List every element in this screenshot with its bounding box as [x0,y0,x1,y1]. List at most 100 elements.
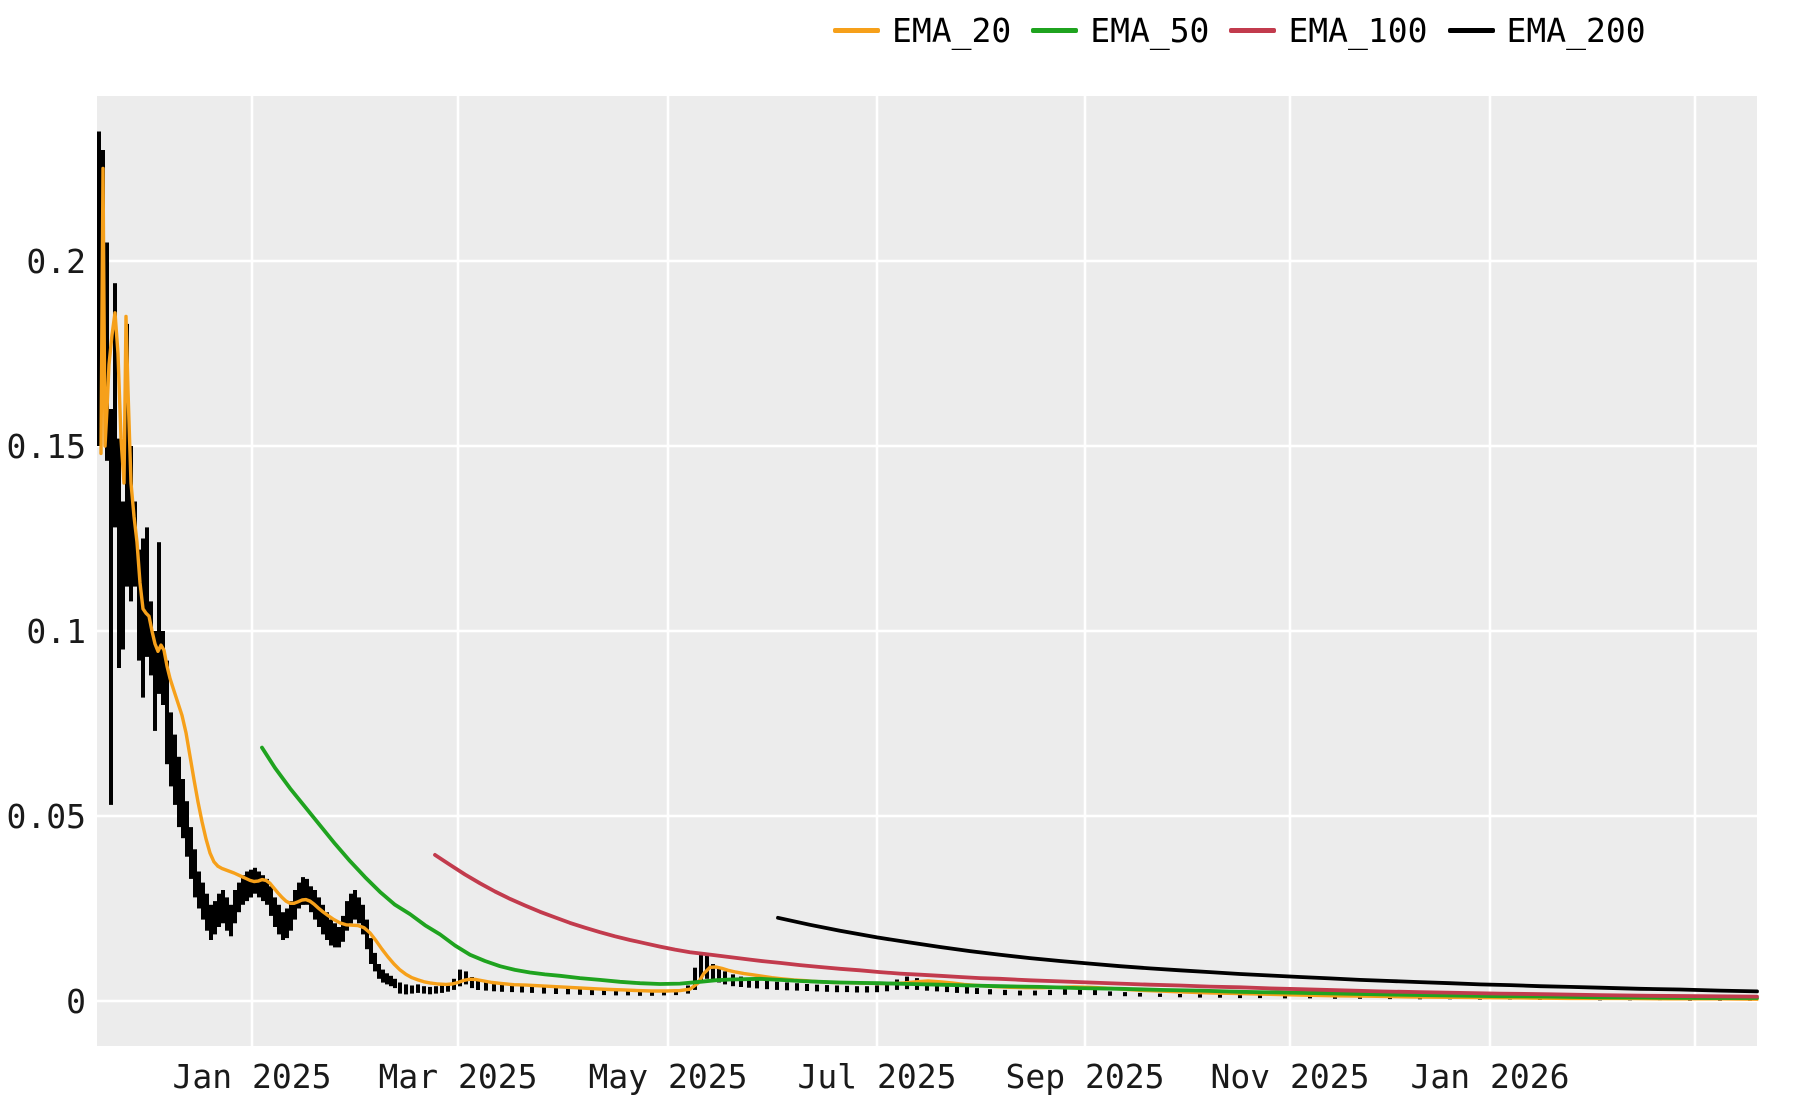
price-bar [484,982,488,991]
price-bar [739,976,743,987]
price-bar [693,967,697,990]
price-bar [542,986,546,994]
price-bar [765,980,769,990]
price-bar [217,893,221,927]
price-bar [500,984,504,992]
y-tick-label: 0.05 [7,797,86,836]
price-bar [189,827,193,879]
price-bar [1093,989,1097,996]
price-bar [1108,991,1112,996]
price-bar [385,973,389,985]
price-bar [281,912,285,940]
price-bar [440,985,444,993]
price-bar [662,990,666,996]
price-bar [301,877,305,905]
price-bar [269,886,273,916]
price-bar [428,986,432,995]
price-bar [755,979,759,989]
price-bar [321,904,325,935]
price-bar [835,985,839,993]
price-bar [638,991,642,996]
price-bar [945,984,949,993]
price-bar [157,542,161,694]
price-bar [1033,990,1037,996]
price-bar [117,438,121,668]
price-bar [775,981,779,990]
x-tick-label: Jan 2026 [1411,1057,1570,1096]
price-bar [261,875,265,902]
price-bar [458,969,462,987]
price-bar [221,890,225,924]
price-bar [865,986,869,993]
price-bar [530,986,534,993]
ema-200-swatch-icon [1447,28,1495,33]
price-bar [602,990,606,996]
price-bar [381,969,385,983]
series-ema-100-line [433,853,1759,999]
price-bar [674,989,678,996]
price-bar [476,980,480,990]
price-bar [650,991,654,996]
price-bar [404,984,408,995]
price-bar [416,984,420,993]
x-tick-label: Sep 2025 [1006,1057,1165,1096]
price-bar [398,982,402,994]
price-bar [717,967,721,983]
price-bar [169,712,173,787]
price-bar [161,631,165,705]
price-bar [446,983,450,992]
price-bar [464,971,468,985]
price-bar [955,985,959,993]
price-bar [747,978,751,988]
price-bar [566,988,570,995]
price-bar [109,409,113,805]
price-bar [105,242,109,461]
price-bar [297,882,301,909]
price-bar [1138,992,1142,997]
price-bar [389,975,393,987]
price-bar [422,986,426,994]
price-bar [1018,990,1022,996]
price-bar [349,893,353,924]
price-bar [705,955,709,979]
x-tick-label: May 2025 [589,1057,748,1096]
legend-label: EMA_200 [1506,11,1646,50]
price-bar [492,983,496,992]
price-bar [241,875,245,905]
price-bar [614,990,618,996]
price-bar [309,886,313,913]
legend-item-ema-100: EMA_100 [1229,14,1428,47]
price-bar [357,897,361,924]
x-tick-label: Jan 2025 [173,1057,332,1096]
price-bar [149,601,153,676]
price-bar [277,904,281,935]
price-bar [165,660,169,765]
chart-legend: EMA_20 EMA_50 EMA_100 EMA_200 [833,14,1646,47]
price-bar [201,882,205,920]
price-bar [257,871,261,898]
ema-20-swatch-icon [833,28,880,33]
price-bar [785,982,789,991]
price-bar [699,955,703,983]
price-bar [795,983,799,991]
price-bar [185,801,189,857]
price-bar [177,756,181,828]
price-bar [133,501,137,587]
price-bar [329,919,333,946]
price-bar [711,964,715,981]
price-bar [825,985,829,992]
price-bar [554,987,558,994]
price-bar [141,538,145,698]
price-bar [510,984,514,993]
price-bar [137,549,141,661]
price-bar [1063,989,1067,995]
price-bar [273,897,277,927]
y-tick-label: 0.1 [26,612,86,651]
price-bar [935,982,939,992]
price-bar [129,446,133,602]
price-bar [1218,994,1222,998]
price-bar [373,952,377,972]
price-bar [205,893,209,931]
price-bar [325,912,329,940]
